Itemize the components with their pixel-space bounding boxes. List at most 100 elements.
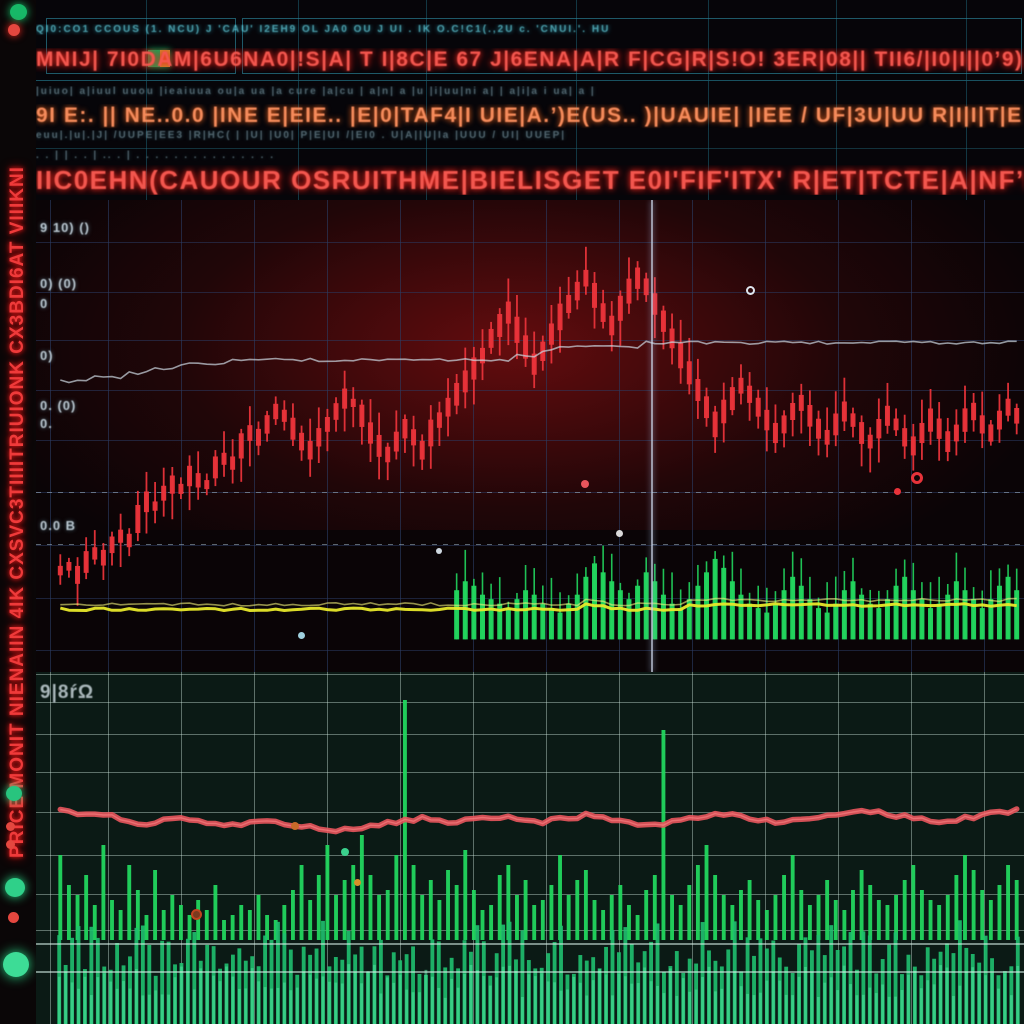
header-divider-2 <box>36 148 1024 149</box>
price-dashed-level <box>36 492 1024 493</box>
vol-grid-vline <box>50 672 51 1024</box>
price-grid-hline <box>36 292 1024 293</box>
header-row-5: euu|.|u|.|J| /UUPE|EE3 |R|HC( | |U| |U0|… <box>36 130 1024 146</box>
header-field-box-2[interactable] <box>242 18 1022 74</box>
price-marker-dot <box>911 472 923 484</box>
status-dot-green-bottom <box>3 952 29 977</box>
price-grid-vline <box>108 200 109 672</box>
vol-grid-vline <box>692 672 693 1024</box>
header-grid-line <box>426 0 427 200</box>
vol-grid-vline <box>619 672 620 1024</box>
price-dashed-level <box>36 544 1024 545</box>
vol-marker-dot <box>291 822 299 830</box>
header-grid-line <box>966 0 967 200</box>
price-y-label-5: 0. <box>40 416 53 431</box>
vol-grid-vline <box>181 672 182 1024</box>
price-grid-hline <box>36 650 1024 651</box>
header-grid-line <box>708 0 709 200</box>
price-grid-vline <box>400 200 401 672</box>
volume-chart-canvas <box>36 700 1024 1024</box>
header-divider-1 <box>36 80 1024 81</box>
price-grid-vline <box>50 200 51 672</box>
header-row-7-text: IIC0EHN(CAUOUR OSRUITHME|BIELISGET E0I'F… <box>36 165 1024 195</box>
price-chart-canvas <box>57 246 1020 640</box>
header-grid-line <box>298 0 299 200</box>
header-row-2: MNIJ| 7I0DAM|6U6NA0|!S|A| T I|8C|E 67 J|… <box>36 48 1024 74</box>
price-grid-vline <box>692 200 693 672</box>
vol-grid-hline <box>36 855 1024 856</box>
price-grid-vline <box>838 200 839 672</box>
price-marker-dot <box>616 530 623 537</box>
vol-grid-hline <box>36 772 1024 773</box>
status-dot-red-top <box>8 24 20 36</box>
vol-marker-dot <box>341 848 349 856</box>
vol-grid-vline <box>473 672 474 1024</box>
price-grid-hline <box>36 340 1024 341</box>
price-crosshair-line[interactable] <box>651 200 653 672</box>
header-grid-line <box>836 0 837 200</box>
price-marker-dot <box>436 548 442 554</box>
price-grid-vline <box>984 200 985 672</box>
vol-grid-vline <box>911 672 912 1024</box>
price-y-label-0: 9 10) () <box>40 220 90 235</box>
vol-grid-hline <box>36 894 1024 895</box>
price-grid-vline <box>181 200 182 672</box>
header-field-box-1[interactable] <box>46 18 236 74</box>
price-marker-dot <box>894 488 901 495</box>
price-grid-vline <box>765 200 766 672</box>
status-dot-red-mid-2 <box>6 840 15 849</box>
left-ticker-rail[interactable]: PRICE MONIT NIENAIIN 4IK CXSVC3TIIIITRIU… <box>0 0 36 1024</box>
price-grid-vline <box>911 200 912 672</box>
header-row-3-text: |uiuo| a|iuul uuou |ieaiuua ou|a ua |a c… <box>36 86 596 97</box>
header-row-1: QI0:CO1 CCOUS (1. NCU) J 'CAU' I2EH9 OL … <box>36 24 1024 42</box>
status-dot-green-mid <box>6 786 22 801</box>
header-row-3: |uiuo| a|iuul uuou |ieaiuua ou|a ua |a c… <box>36 86 1024 102</box>
price-grid-vline <box>473 200 474 672</box>
status-dot-green-top <box>10 4 27 20</box>
volume-chart-panel[interactable]: 9|8ŕΩ <box>36 672 1024 1024</box>
vol-grid-vline <box>546 672 547 1024</box>
price-grid-vline <box>619 200 620 672</box>
vol-grid-vline <box>400 672 401 1024</box>
price-marker-dot <box>581 480 589 488</box>
header-row-4: 9I E:. || NE..0.0 |INE E|EIE.. |E|0|TAF4… <box>36 104 1024 130</box>
price-marker-dot <box>298 632 305 639</box>
vol-grid-hline <box>36 674 1024 675</box>
price-grid-hline <box>36 242 1024 243</box>
vol-marker-dot <box>191 909 202 920</box>
header-grid-line <box>146 0 147 200</box>
header-info-bands[interactable]: QI0:CO1 CCOUS (1. NCU) J 'CAU' I2EH9 OL … <box>36 0 1024 200</box>
vol-y-label-0: 9|8ŕΩ <box>40 682 95 703</box>
status-dot-green-low <box>5 878 25 897</box>
header-row-1-text: QI0:CO1 CCOUS (1. NCU) J 'CAU' I2EH9 OL … <box>36 24 611 35</box>
vol-grid-hline <box>36 734 1024 735</box>
price-y-label-2: 0 <box>40 296 49 311</box>
header-row-6: . . | | . . | .. . | . . . . . . . . . .… <box>36 150 1024 164</box>
header-row-5-text: euu|.|u|.|J| /UUPE|EE3 |R|HC( | |U| |U0|… <box>36 130 567 141</box>
status-dot-red-mid <box>6 822 15 831</box>
price-marker-dot <box>746 286 755 295</box>
header-row-6-text: . . | | . . | .. . | . . . . . . . . . .… <box>36 150 275 161</box>
price-y-label-3: 0) <box>40 348 54 363</box>
left-rail-label: PRICE MONIT NIENAIIN 4IK CXSVC3TIIIITRIU… <box>7 166 28 858</box>
status-dot-red-low <box>8 912 19 923</box>
header-row-7: IIC0EHN(CAUOUR OSRUITHME|BIELISGET E0I'F… <box>36 165 1024 195</box>
price-chart-panel[interactable]: 9 10) () 0) (0) 0 0) 0. (0) 0. 0.0 B <box>36 200 1024 672</box>
price-grid-hline <box>36 440 1024 441</box>
header-row-4-text: 9I E:. || NE..0.0 |INE E|EIE.. |E|0|TAF4… <box>36 104 1023 127</box>
header-row-2-text: MNIJ| 7I0DAM|6U6NA0|!S|A| T I|8C|E 67 J|… <box>36 48 1024 71</box>
price-y-label-6: 0.0 B <box>40 518 77 533</box>
vol-grid-vline <box>984 672 985 1024</box>
price-grid-vline <box>546 200 547 672</box>
vol-grid-hline <box>36 812 1024 813</box>
vol-grid-vline <box>765 672 766 1024</box>
header-color-swatch-green <box>148 50 170 67</box>
header-grid-line <box>576 0 577 200</box>
price-grid-hline <box>36 545 1024 546</box>
vol-grid-vline <box>838 672 839 1024</box>
price-y-label-1: 0) (0) <box>40 276 78 291</box>
vol-marker-dot <box>354 879 361 886</box>
vol-grid-vline <box>254 672 255 1024</box>
vol-grid-hline <box>36 930 1024 931</box>
price-grid-hline <box>36 598 1024 599</box>
